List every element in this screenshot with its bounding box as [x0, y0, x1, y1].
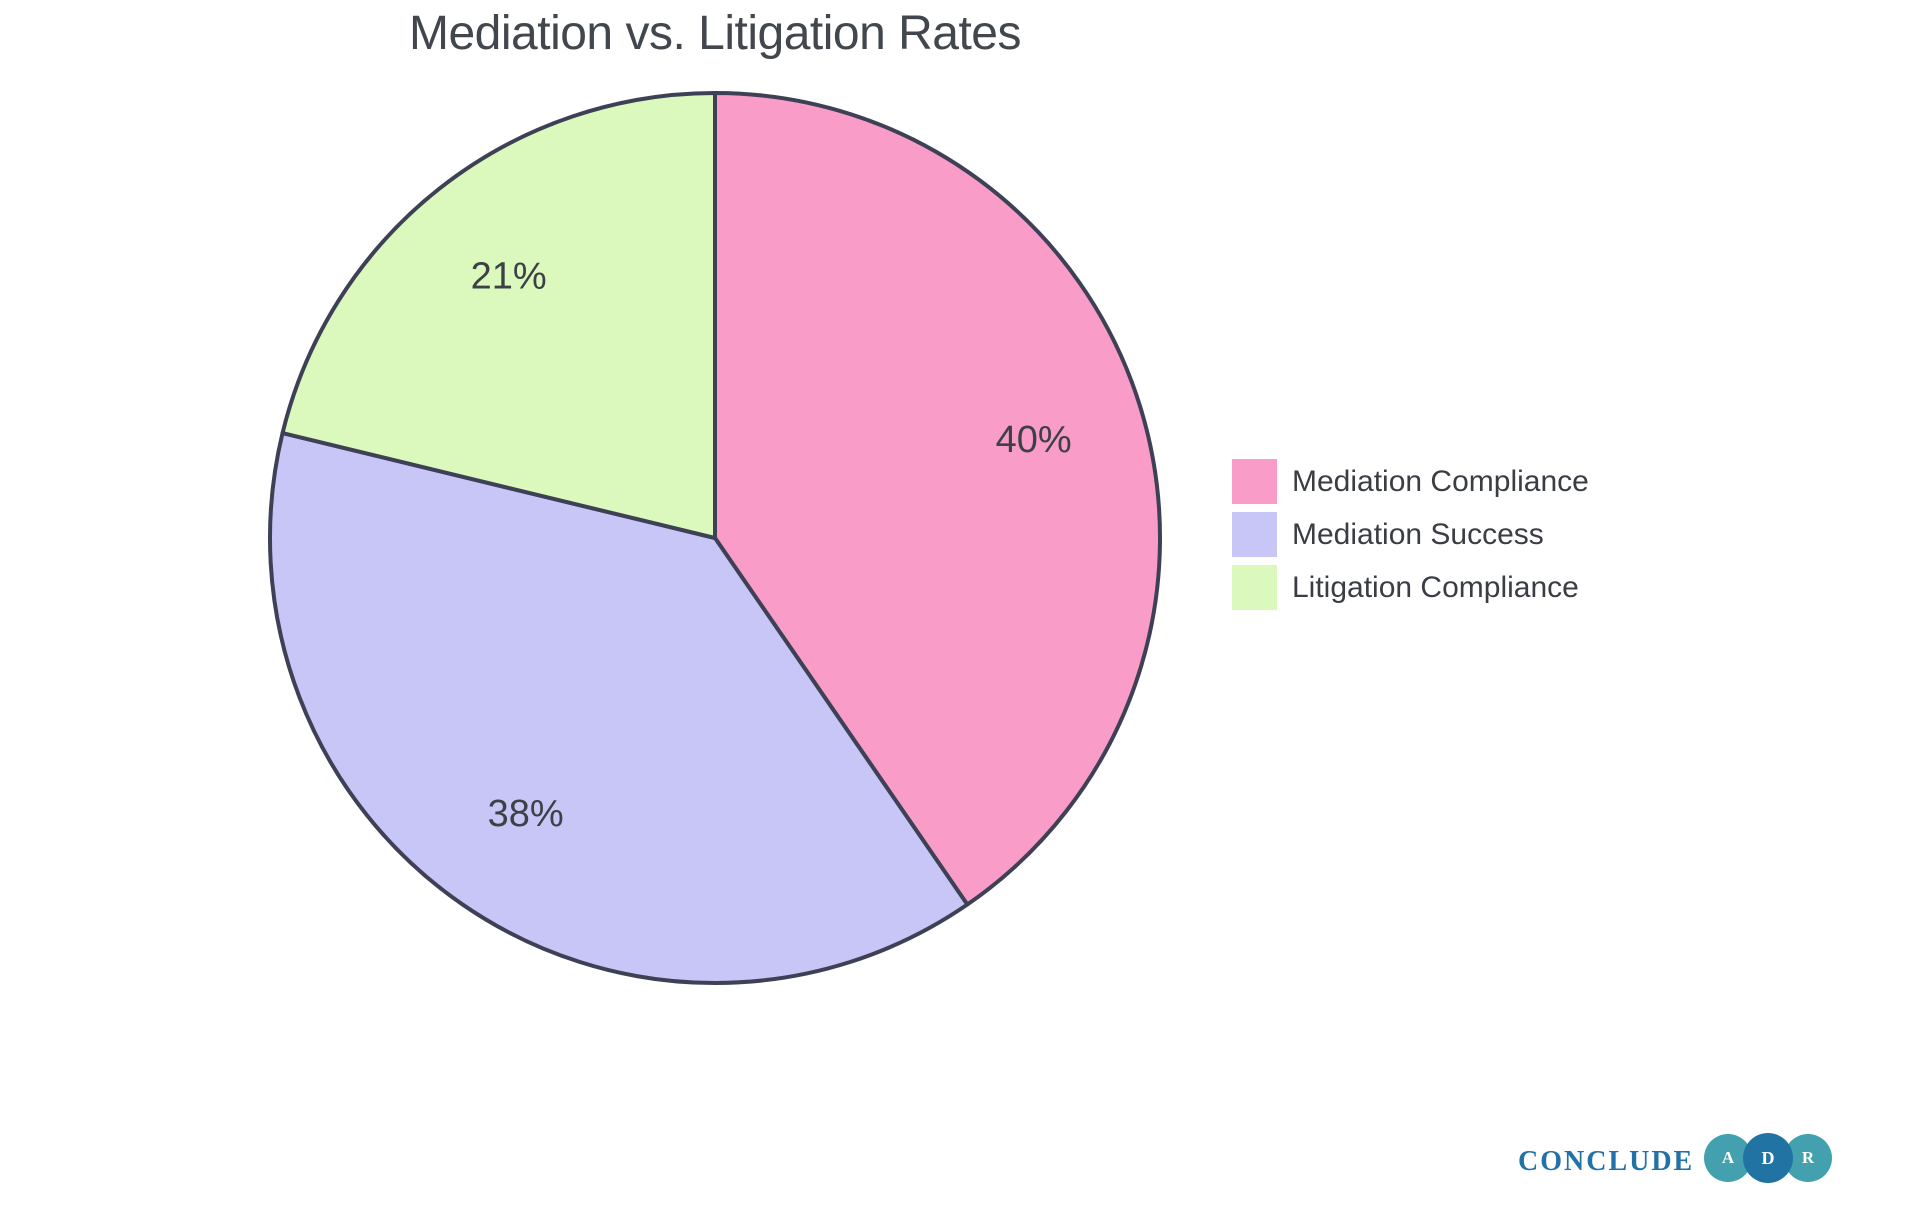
legend-label: Mediation Success: [1292, 517, 1544, 551]
legend-item-litigation-compliance: Litigation Compliance: [1232, 565, 1589, 610]
legend-label: Litigation Compliance: [1292, 570, 1579, 604]
pie-slice-value-label: 38%: [488, 793, 564, 835]
pie-slice-2: [280, 91, 717, 540]
pie-slice-0: [713, 91, 1162, 907]
pie-slice-value-label: 40%: [996, 419, 1072, 461]
legend: Mediation Compliance Mediation Success L…: [1232, 459, 1589, 618]
pie-slice-1: [268, 431, 970, 985]
logo-adr-circles: A D R: [1704, 1133, 1834, 1183]
logo-circle-d: D: [1743, 1133, 1793, 1183]
legend-swatch-litigation-compliance: [1232, 565, 1277, 610]
logo-wordmark: CONCLUDE: [1518, 1146, 1695, 1177]
legend-item-mediation-compliance: Mediation Compliance: [1232, 459, 1589, 504]
chart-title: Mediation vs. Litigation Rates: [409, 7, 1022, 60]
legend-label: Mediation Compliance: [1292, 464, 1589, 498]
pie-chart: 40% 38% 21%: [268, 91, 1162, 985]
logo-circle-r: R: [1784, 1134, 1832, 1182]
legend-item-mediation-success: Mediation Success: [1232, 512, 1589, 557]
pie-slice-value-label: 21%: [471, 256, 547, 298]
legend-swatch-mediation-compliance: [1232, 459, 1277, 504]
legend-swatch-mediation-success: [1232, 512, 1277, 557]
